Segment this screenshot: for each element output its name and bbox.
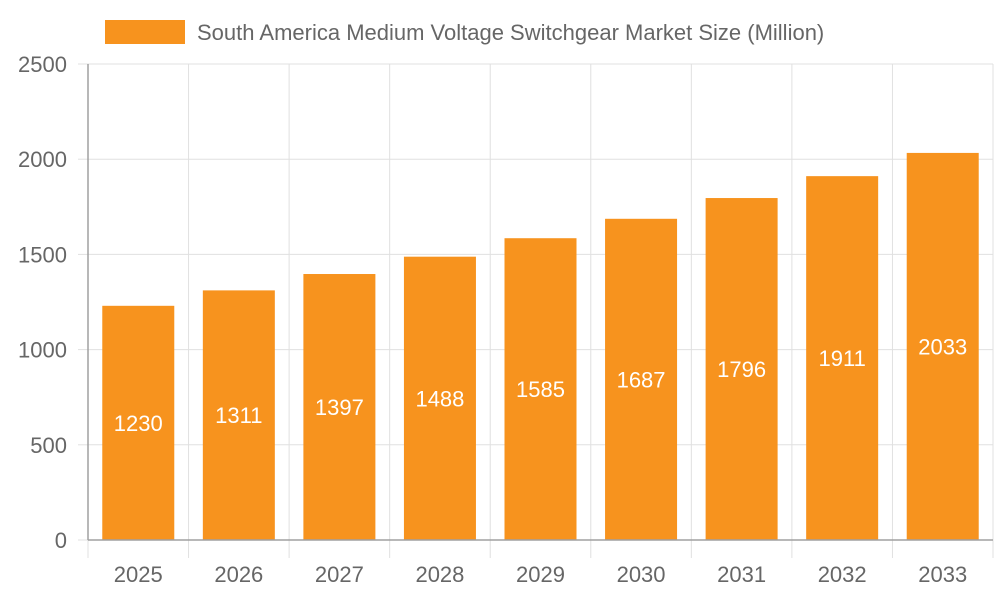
data-label: 1911: [819, 346, 866, 371]
y-tick-label: 500: [30, 433, 67, 458]
legend[interactable]: South America Medium Voltage Switchgear …: [105, 20, 824, 45]
grid: [88, 63, 994, 540]
bar: [303, 274, 376, 540]
y-tick-label: 2500: [18, 52, 67, 77]
data-label: 1796: [717, 357, 766, 382]
x-tick-label: 2026: [214, 562, 263, 587]
x-tick-label: 2032: [818, 562, 867, 587]
data-label: 1397: [315, 395, 364, 420]
x-tick-label: 2025: [114, 562, 163, 587]
x-tick-label: 2030: [617, 562, 666, 587]
bars: 1230 1311 1397 1488 1585 1687 1796 1911 2033: [102, 152, 979, 540]
x-tick-label: 2031: [717, 562, 766, 587]
data-label: 1687: [617, 367, 666, 392]
bar: [102, 305, 175, 540]
bar: [202, 290, 275, 540]
bar: [906, 152, 979, 540]
x-tick-label: 2033: [918, 562, 967, 587]
axes: 0 500 1000 1500 2000 2500 2025 2026 2027 2028 2029…: [18, 52, 994, 587]
bar: [504, 238, 577, 540]
legend-swatch: [105, 20, 185, 44]
bar: [806, 176, 879, 540]
data-label: 1230: [114, 411, 163, 436]
y-tick-label: 0: [55, 528, 67, 553]
x-tick-label: 2027: [315, 562, 364, 587]
data-label: 1585: [516, 377, 565, 402]
y-tick-label: 1000: [18, 338, 67, 363]
x-tick-label: 2028: [415, 562, 464, 587]
legend-label: South America Medium Voltage Switchgear …: [197, 20, 824, 45]
y-tick-label: 1500: [18, 242, 67, 267]
data-label: 2033: [918, 334, 967, 359]
data-label: 1311: [215, 403, 262, 428]
data-label: 1488: [415, 386, 464, 411]
bar: [705, 198, 778, 540]
y-tick-label: 2000: [18, 147, 67, 172]
bar: [605, 218, 678, 540]
x-tick-label: 2029: [516, 562, 565, 587]
bar: [403, 256, 476, 540]
